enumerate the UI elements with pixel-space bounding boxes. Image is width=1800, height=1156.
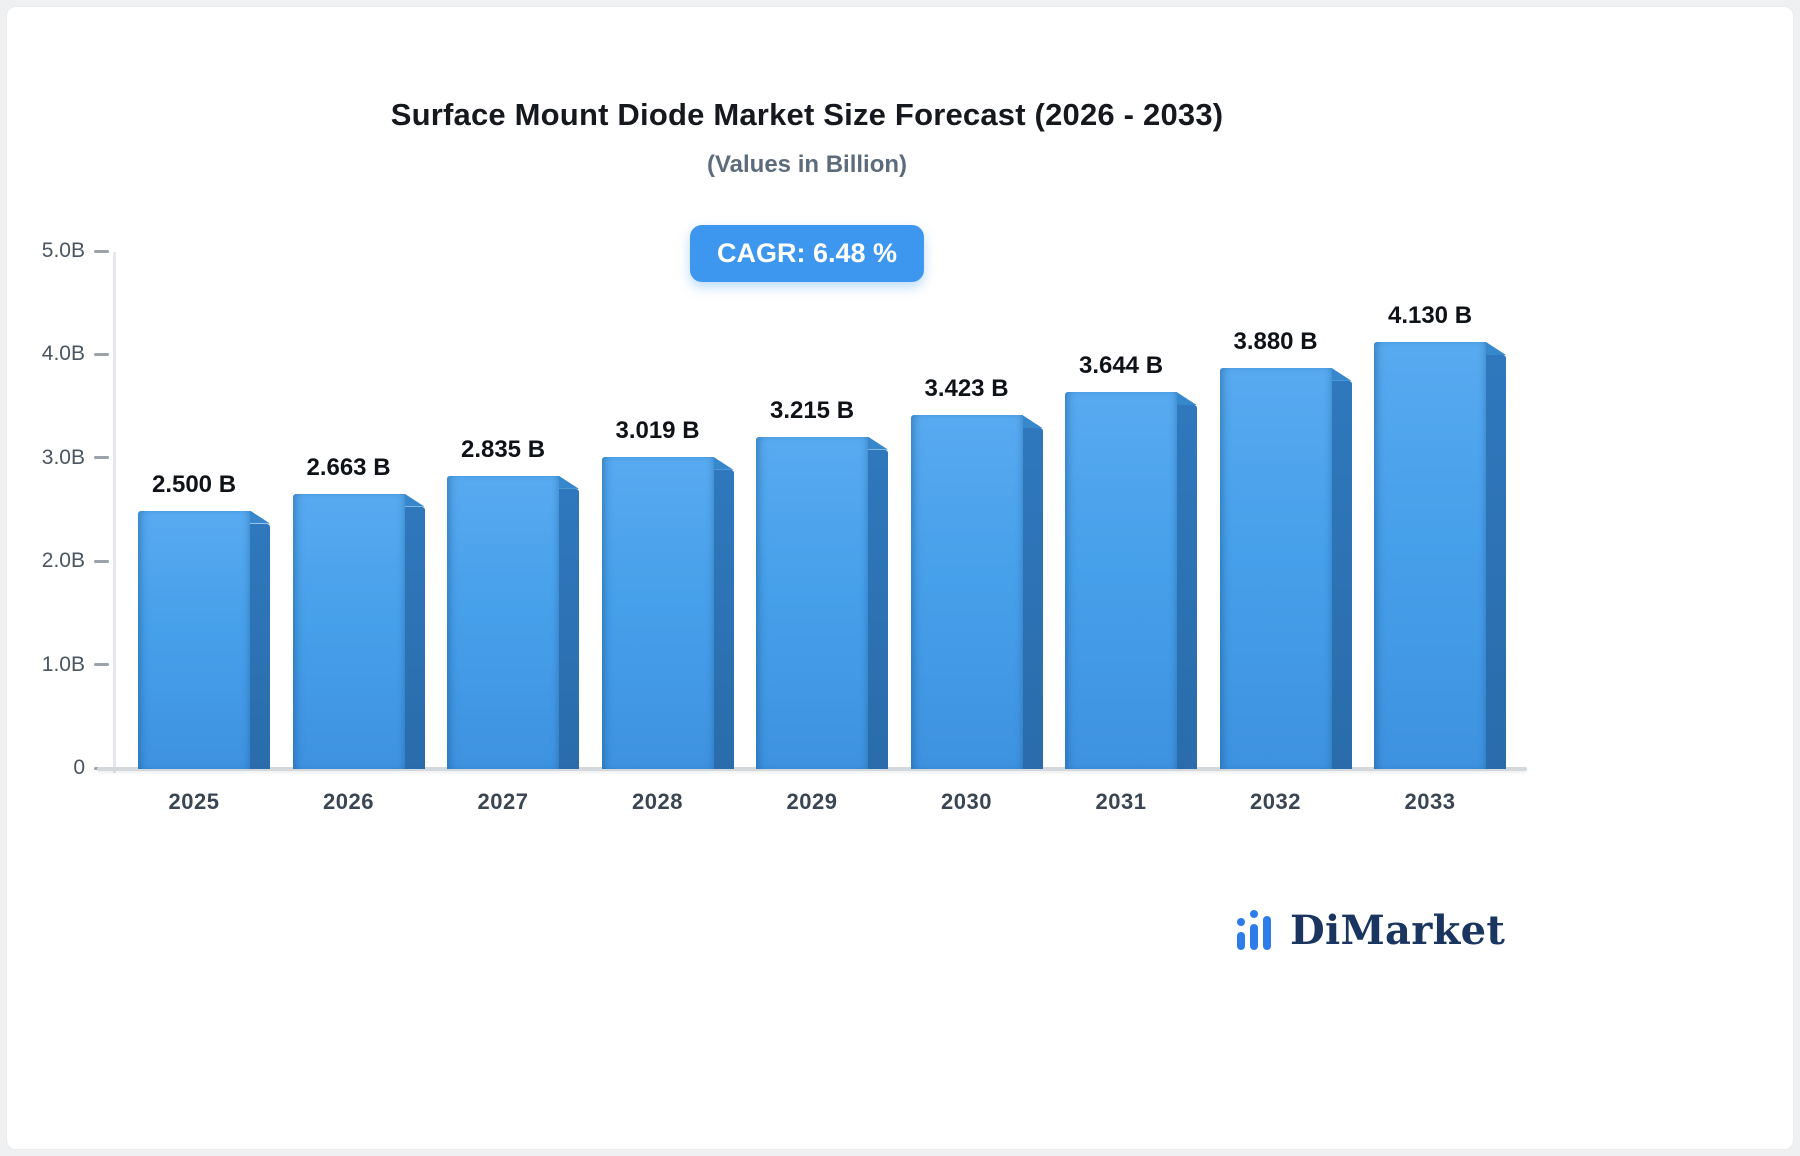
bar-value-label: 3.019 B — [615, 416, 700, 444]
bar-group: 3.423 B 2030 — [910, 375, 1043, 814]
bar-top-face — [1486, 341, 1506, 355]
chart-title: Surface Mount Diode Market Size Forecast… — [390, 97, 1224, 132]
bar-side-face — [868, 449, 888, 769]
x-axis-label: 2028 — [632, 789, 683, 814]
bar-top-face — [1331, 367, 1352, 381]
y-tick-mark — [94, 456, 109, 460]
bar-group: 2.500 B 2025 — [138, 471, 270, 814]
y-tick-mark — [94, 559, 109, 563]
y-tick: 1.0B — [42, 653, 109, 677]
bar-side-face — [559, 488, 579, 769]
bar-top-face — [713, 456, 734, 470]
bar-front-face — [601, 456, 714, 769]
bar-top-face — [250, 510, 270, 524]
y-tick: 3.0B — [42, 446, 109, 470]
chart-subtitle: (Values in Billion) — [706, 151, 908, 178]
bar-front-face — [447, 475, 559, 769]
x-axis-label: 2031 — [1095, 789, 1147, 814]
y-tick-label: 3.0B — [41, 445, 85, 469]
dimarket-wordmark: DiMarket — [1290, 907, 1506, 954]
bar-side-face — [1331, 380, 1352, 769]
bar-value-label: 3.423 B — [924, 375, 1009, 403]
bar-front-face — [1374, 341, 1486, 769]
x-axis-label: 2033 — [1404, 789, 1456, 814]
x-axis-label: 2026 — [323, 789, 374, 814]
bar-chart-logo-icon — [1237, 909, 1271, 950]
bar-top-face — [404, 493, 425, 507]
bar-front-face — [138, 510, 250, 769]
bar-side-face — [404, 506, 425, 769]
bar-front-face — [756, 436, 868, 769]
bar-group: 2.663 B 2026 — [292, 454, 425, 814]
y-tick-mark — [94, 249, 109, 253]
y-axis: 0 1.0B 2.0B 3.0B 4.0B 5.0B — [7, 239, 109, 779]
bar-group: 2.835 B 2027 — [447, 436, 579, 814]
bar-value-label: 2.663 B — [306, 453, 391, 481]
y-tick: 5.0B — [42, 239, 109, 263]
bar-value-label: 3.215 B — [769, 396, 855, 424]
y-tick-label: 4.0B — [41, 342, 85, 366]
bar-side-face — [1177, 405, 1197, 769]
chart-card: Surface Mount Diode Market Size Forecast… — [6, 6, 1794, 1150]
bar-front-face — [910, 415, 1023, 769]
y-tick: 4.0B — [42, 342, 109, 366]
bar-group: 3.215 B 2029 — [756, 397, 888, 814]
bar-side-face — [1486, 354, 1506, 769]
y-tick-label: 5.0B — [41, 239, 85, 262]
y-tick-label: 1.0B — [41, 652, 85, 676]
bar-side-face — [1022, 428, 1043, 769]
bar-side-face — [713, 469, 734, 769]
bar-front-face — [292, 493, 405, 769]
bar-value-label: 3.880 B — [1233, 327, 1318, 355]
bar-top-face — [1177, 392, 1197, 406]
bar-value-label: 2.500 B — [151, 470, 237, 498]
bar-value-label: 4.130 B — [1387, 301, 1473, 329]
y-tick-mark — [94, 663, 109, 667]
bar-top-face — [868, 436, 888, 450]
bar-group: 3.019 B 2028 — [601, 417, 734, 814]
bar-side-face — [250, 523, 270, 769]
y-tick-label: 2.0B — [41, 549, 85, 573]
bar-group: 4.130 B 2033 — [1374, 302, 1506, 814]
x-axis-label: 2027 — [477, 789, 529, 814]
x-axis-label: 2029 — [786, 789, 838, 814]
y-axis-line — [113, 252, 116, 773]
x-axis-label: 2032 — [1250, 789, 1301, 814]
x-axis-line — [97, 767, 1527, 771]
bar-front-face — [1065, 392, 1177, 769]
dimarket-logo: DiMarket — [1233, 907, 1505, 954]
bars-layer: 2.500 B 2025 2.663 B 2026 2.835 B 2027 3.019 B… — [111, 252, 1531, 814]
bar-value-label: 3.644 B — [1078, 352, 1164, 380]
bar-front-face — [1219, 367, 1332, 769]
y-tick-mark — [94, 352, 109, 356]
bar-value-label: 2.835 B — [460, 435, 546, 463]
y-tick-label: 0 — [73, 756, 85, 779]
x-axis-label: 2030 — [941, 789, 992, 814]
y-tick: 2.0B — [42, 549, 109, 573]
bar-top-face — [559, 475, 579, 489]
bar-top-face — [1022, 415, 1043, 429]
bar-group: 3.880 B 2032 — [1219, 328, 1352, 814]
x-axis-label: 2025 — [168, 789, 220, 814]
bar-group: 3.644 B 2031 — [1065, 352, 1197, 814]
cagr-badge: CAGR: 6.48 % — [689, 225, 925, 282]
